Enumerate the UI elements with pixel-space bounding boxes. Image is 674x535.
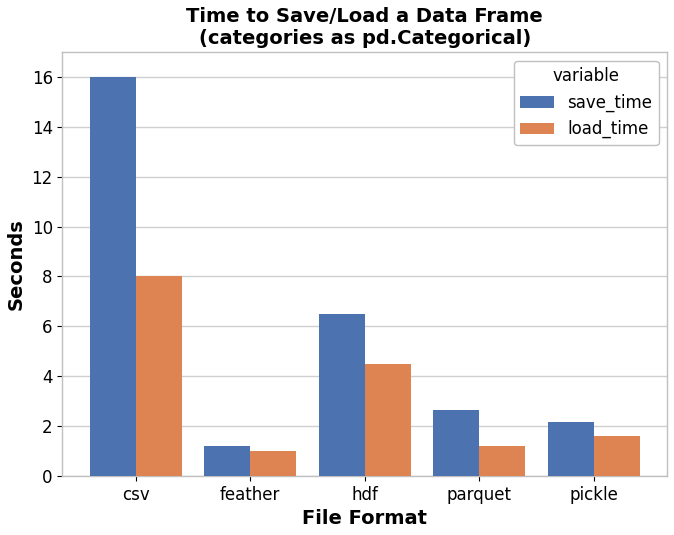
Y-axis label: Seconds: Seconds (7, 218, 26, 310)
Bar (548, 422, 594, 476)
Bar (204, 446, 250, 476)
X-axis label: File Format: File Format (302, 509, 427, 528)
Bar (365, 364, 410, 476)
Bar (319, 314, 365, 476)
Bar (479, 446, 525, 476)
Legend: save_time, load_time: save_time, load_time (514, 60, 658, 145)
Bar (135, 277, 181, 476)
Title: Time to Save/Load a Data Frame
(categories as pd.Categorical): Time to Save/Load a Data Frame (categori… (187, 7, 543, 48)
Bar (594, 436, 640, 476)
Bar (90, 77, 135, 476)
Bar (433, 410, 479, 476)
Bar (250, 451, 296, 476)
